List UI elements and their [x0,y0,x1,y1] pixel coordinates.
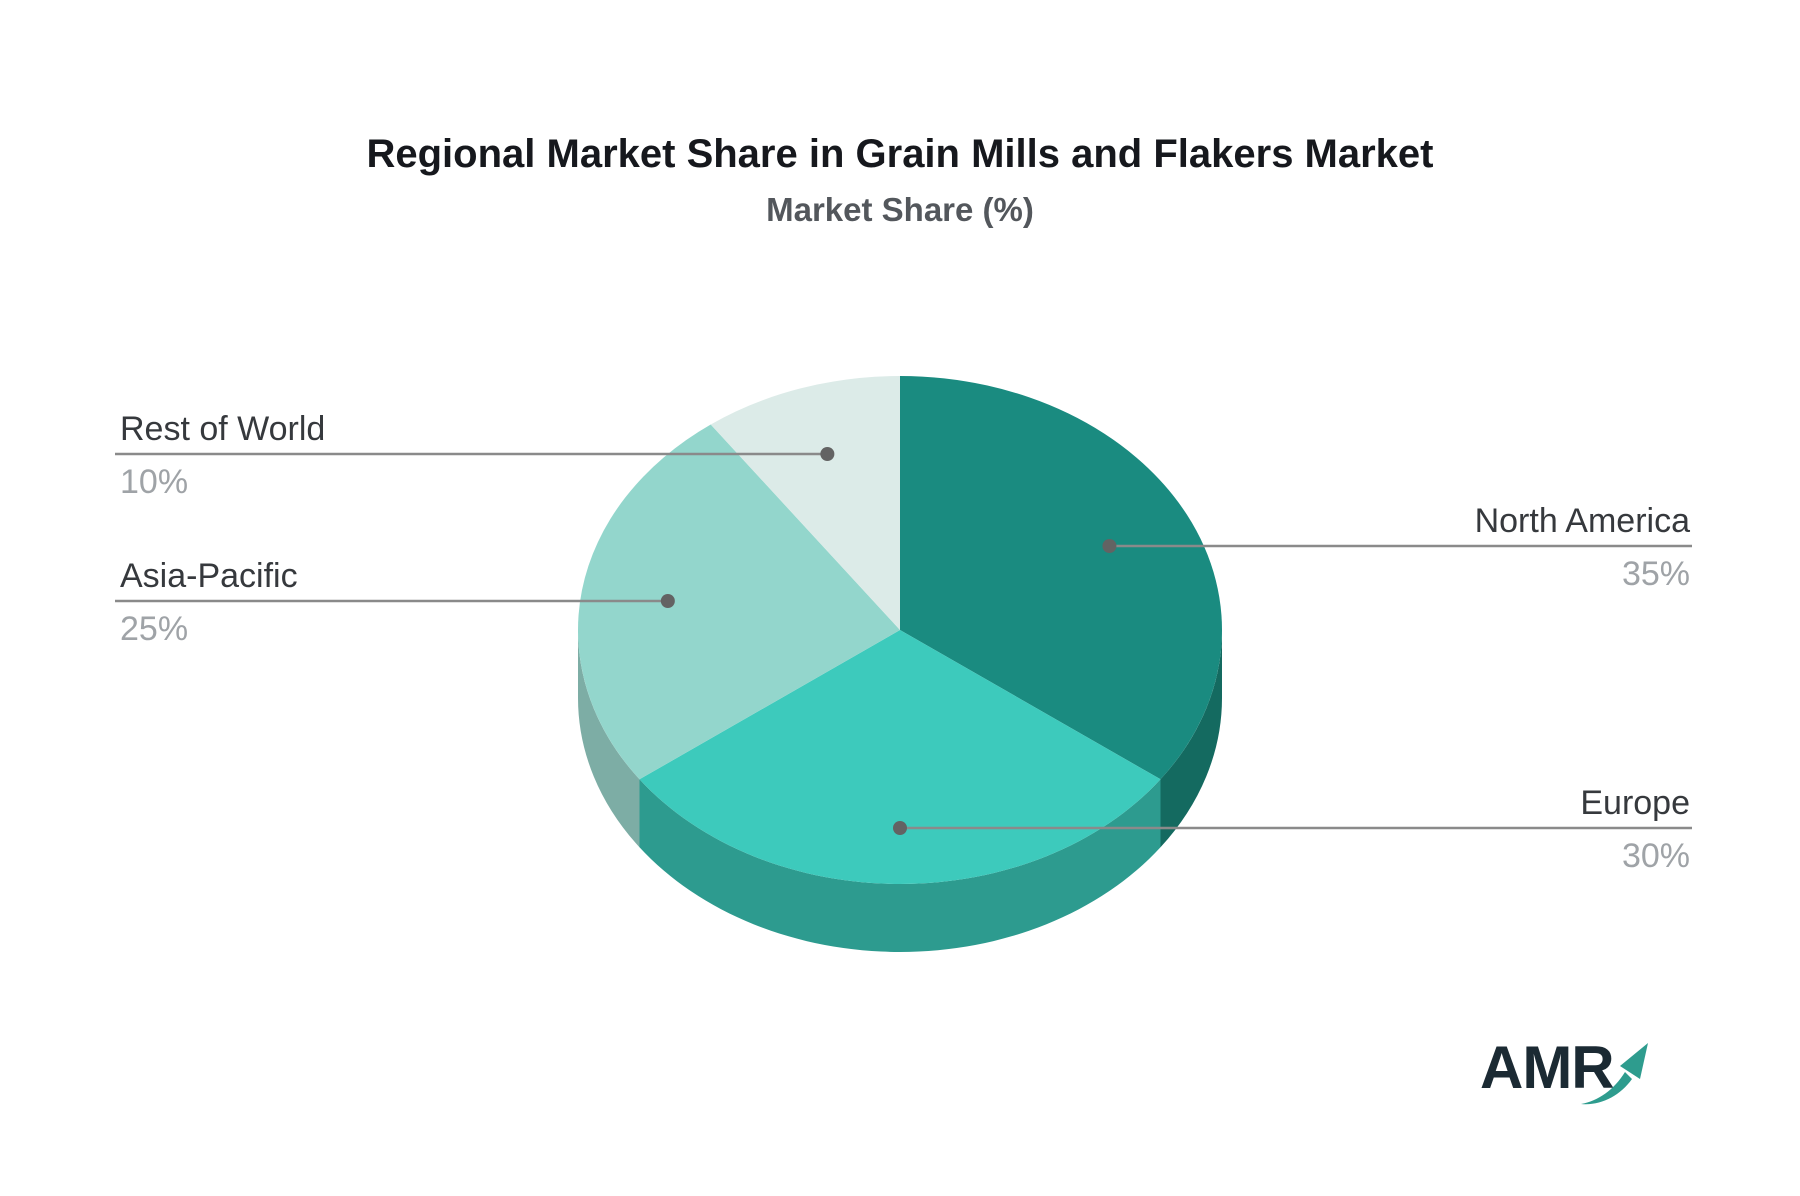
slice-label-europe: Europe 30% [1580,783,1690,876]
leader-dot-rest-of-world [820,447,835,461]
leader-dot-europe [893,821,907,835]
leader-dot-north-america [1102,539,1117,553]
slice-value: 25% [120,610,189,648]
chart-title: Regional Market Share in Grain Mills and… [366,132,1434,176]
amr-logo: AMR [1480,1036,1680,1116]
pie-slice-north-america[interactable] [900,376,1222,780]
slice-value: 35% [1621,555,1690,593]
slice-value: 10% [120,463,189,501]
slice-value: 30% [1621,837,1690,875]
slice-name: North America [1474,502,1690,540]
slice-label-asia-pacific: Asia-Pacific 25% [120,556,298,649]
leader-dot-asia-pacific [660,594,675,608]
amr-logo-arrow-icon [1581,1043,1648,1105]
slice-label-north-america: North America 35% [1475,501,1690,594]
pie-slice-side-asia-pacific [578,630,640,848]
slice-label-rest-of-world: Rest of World 10% [120,409,325,502]
pie-slice-europe[interactable] [639,630,1161,884]
pie-slice-asia-pacific[interactable] [578,424,900,780]
pie-slice-side-north-america [1160,630,1222,848]
slice-name: Asia-Pacific [120,557,298,595]
chart-subtitle: Market Share (%) [766,191,1034,228]
amr-logo-text: AMR [1480,1034,1615,1101]
pie-slice-rest-of-world[interactable] [710,376,900,630]
pie-slice-side-europe [639,779,1161,952]
slice-name: Europe [1580,784,1690,822]
slice-name: Rest of World [120,410,326,448]
